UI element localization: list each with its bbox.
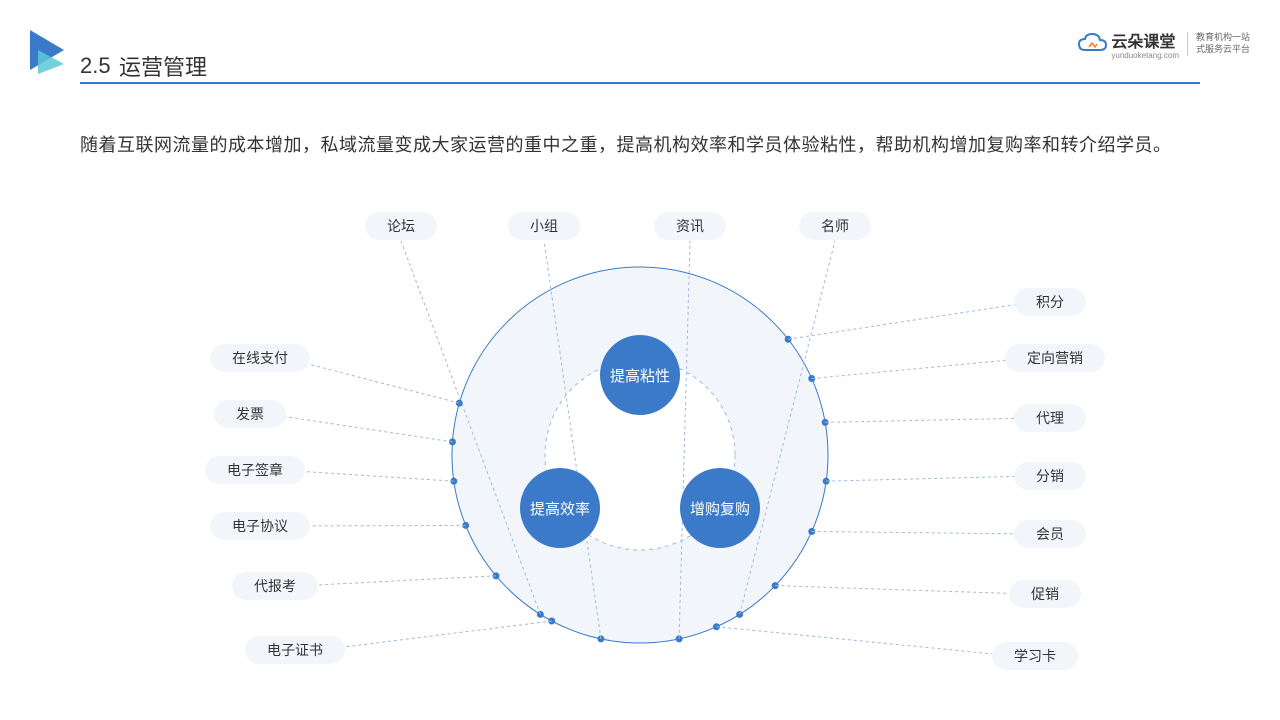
title-underline: [80, 82, 1200, 84]
pill-right: 定向营销: [1005, 344, 1105, 372]
pill-top: 小组: [508, 212, 580, 240]
pill-left: 发票: [214, 400, 286, 428]
hub-repurchase: 增购复购: [680, 468, 760, 548]
pill-left: 电子签章: [205, 456, 305, 484]
pill-right: 促销: [1009, 580, 1081, 608]
logo-text: 云朵课堂: [1111, 28, 1179, 52]
hub-stickiness: 提高粘性: [600, 335, 680, 415]
pill-left: 在线支付: [210, 344, 310, 372]
pill-right: 会员: [1014, 520, 1086, 548]
logo-tagline: 教育机构一站 式服务云平台: [1196, 32, 1250, 55]
description-text: 随着互联网流量的成本增加，私域流量变成大家运营的重中之重，提高机构效率和学员体验…: [80, 128, 1205, 162]
hub-efficiency: 提高效率: [520, 468, 600, 548]
pill-left: 电子证书: [245, 636, 345, 664]
pill-right: 学习卡: [992, 642, 1078, 670]
pill-left: 电子协议: [210, 512, 310, 540]
pill-right: 积分: [1014, 288, 1086, 316]
operations-diagram: 论坛 小组 资讯 名师在线支付发票电子签章电子协议代报考电子证书 积分定向营销代理分销会…: [0, 200, 1280, 720]
section-heading: 2.5 运营管理: [80, 50, 207, 82]
pill-right: 分销: [1014, 462, 1086, 490]
cloud-icon: [1077, 33, 1107, 55]
pill-right: 代理: [1014, 404, 1086, 432]
section-number: 2.5: [80, 53, 111, 79]
section-title: 运营管理: [119, 50, 207, 82]
pill-left: 代报考: [232, 572, 318, 600]
logo-domain: yunduoketang.com: [1111, 51, 1179, 60]
pill-top: 名师: [799, 212, 871, 240]
corner-play-icon: [30, 30, 70, 74]
logo-divider: [1187, 32, 1188, 56]
brand-logo: 云朵课堂 yunduoketang.com 教育机构一站 式服务云平台: [1077, 28, 1250, 60]
pill-top: 资讯: [654, 212, 726, 240]
pill-top: 论坛: [365, 212, 437, 240]
